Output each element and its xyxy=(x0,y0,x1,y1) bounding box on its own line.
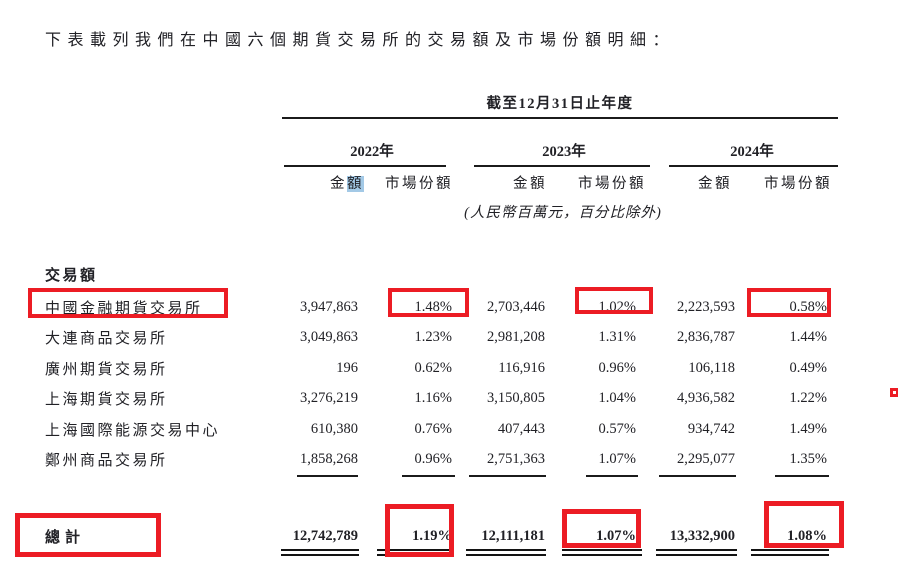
intro-text: 下表載列我們在中國六個期貨交易所的交易額及市場份額明細： xyxy=(45,32,676,49)
subtotal-rule xyxy=(469,475,546,477)
year-header-2022: 2022年 xyxy=(350,144,394,160)
amount-2022: 3,276,219 xyxy=(300,390,358,407)
share-2022: 0.62% xyxy=(414,359,452,376)
period-header: 截至12月31日止年度 xyxy=(486,96,634,112)
amount-2022: 1,858,268 xyxy=(300,451,358,468)
red-annotation-box-total-share-2024 xyxy=(764,501,844,548)
share-2024: 1.49% xyxy=(789,420,827,437)
amount-2024: 2,223,593 xyxy=(677,298,735,315)
red-annotation-box-cffex-name xyxy=(28,288,228,318)
subtotal-rule xyxy=(402,475,455,477)
amount-header-normal: 金 xyxy=(330,176,347,192)
exchange-name: 廣州期貨交易所 xyxy=(45,361,168,378)
red-annotation-box-total-share-2022 xyxy=(385,504,454,557)
share-2023: 1.31% xyxy=(598,329,636,346)
col-header-share-2022: 市場份額 xyxy=(385,176,453,192)
subtotal-rule xyxy=(297,475,358,477)
section-header-trading-volume: 交易額 xyxy=(45,268,98,284)
col-header-share-2024: 市場份額 xyxy=(764,176,832,192)
year-rule-2022 xyxy=(284,165,446,167)
amount-2024: 2,836,787 xyxy=(677,329,735,346)
share-2024: 0.58% xyxy=(789,298,827,315)
red-annotation-box-share-2024 xyxy=(747,288,831,317)
subtotal-rule xyxy=(586,475,638,477)
share-2023: 0.96% xyxy=(598,359,636,376)
col-header-amount-2022: 金額 xyxy=(254,172,364,193)
red-annotation-box-total-label xyxy=(15,513,161,557)
col-header-amount-2023: 金額 xyxy=(513,176,547,192)
share-2024: 1.44% xyxy=(789,329,827,346)
total-share-2024: 1.08% xyxy=(787,527,827,544)
share-2023: 0.57% xyxy=(598,420,636,437)
period-header-rule xyxy=(282,117,838,119)
exchange-table: 中國金融期貨交易所 3,947,863 1.48% 2,703,446 1.02… xyxy=(45,292,827,475)
total-amount-2023: 12,111,181 xyxy=(481,527,545,544)
year-header-2024: 2024年 xyxy=(730,144,774,160)
year-rule-2023 xyxy=(474,165,650,167)
year-header-2023: 2023年 xyxy=(542,144,586,160)
exchange-name: 上海期貨交易所 xyxy=(45,392,168,409)
amount-2022: 196 xyxy=(336,359,358,376)
red-marker-dot xyxy=(890,388,898,397)
exchange-name: 上海國際能源交易中心 xyxy=(45,422,221,439)
total-label: 總計 xyxy=(45,529,86,546)
amount-2023: 2,751,363 xyxy=(487,451,545,468)
total-double-rule xyxy=(281,549,359,556)
subtotal-rule xyxy=(775,475,829,477)
exchange-name: 大連商品交易所 xyxy=(45,331,168,348)
exchange-name: 鄭州商品交易所 xyxy=(45,453,168,470)
share-2022: 0.76% xyxy=(414,420,452,437)
red-annotation-box-share-2022 xyxy=(388,288,469,317)
share-2024: 1.35% xyxy=(789,451,827,468)
red-annotation-box-total-share-2023 xyxy=(562,509,641,548)
amount-2023: 3,150,805 xyxy=(487,390,545,407)
exchange-name: 中國金融期貨交易所 xyxy=(45,300,203,317)
total-amount-2024: 13,332,900 xyxy=(669,527,735,544)
amount-header-highlighted: 額 xyxy=(347,176,364,192)
total-share-2023: 1.07% xyxy=(596,527,636,544)
share-2022: 1.48% xyxy=(414,298,452,315)
total-share-2022: 1.19% xyxy=(412,527,452,544)
share-2024: 0.49% xyxy=(789,359,827,376)
unit-note: (人民幣百萬元，百分比除外) xyxy=(464,205,662,221)
share-2023: 1.07% xyxy=(598,451,636,468)
total-double-rule xyxy=(751,549,829,556)
amount-2022: 610,380 xyxy=(310,420,358,437)
share-2023: 1.04% xyxy=(598,390,636,407)
amount-2023: 2,981,208 xyxy=(487,329,545,346)
total-double-rule xyxy=(562,549,642,556)
share-2024: 1.22% xyxy=(789,390,827,407)
share-2022: 1.23% xyxy=(414,329,452,346)
col-header-amount-2024: 金額 xyxy=(698,176,732,192)
total-double-rule xyxy=(466,549,546,556)
amount-2022: 3,049,863 xyxy=(300,329,358,346)
col-header-share-2023: 市場份額 xyxy=(578,176,646,192)
amount-2023: 407,443 xyxy=(497,420,545,437)
amount-2024: 934,742 xyxy=(687,420,735,437)
amount-2024: 2,295,077 xyxy=(677,451,735,468)
amount-2023: 2,703,446 xyxy=(487,298,545,315)
share-2022: 1.16% xyxy=(414,390,452,407)
year-rule-2024 xyxy=(669,165,838,167)
amount-2024: 4,936,582 xyxy=(677,390,735,407)
amount-2024: 106,118 xyxy=(688,359,735,376)
total-amount-2022: 12,742,789 xyxy=(292,527,358,544)
total-row: 總計 12,742,789 1.19% 12,111,181 1.07% 13,… xyxy=(45,521,827,551)
amount-2023: 116,916 xyxy=(498,359,545,376)
share-2022: 0.96% xyxy=(414,451,452,468)
red-annotation-box-share-2023 xyxy=(575,287,653,314)
subtotal-rule xyxy=(659,475,736,477)
total-double-rule xyxy=(656,549,737,556)
amount-2022: 3,947,863 xyxy=(300,298,358,315)
